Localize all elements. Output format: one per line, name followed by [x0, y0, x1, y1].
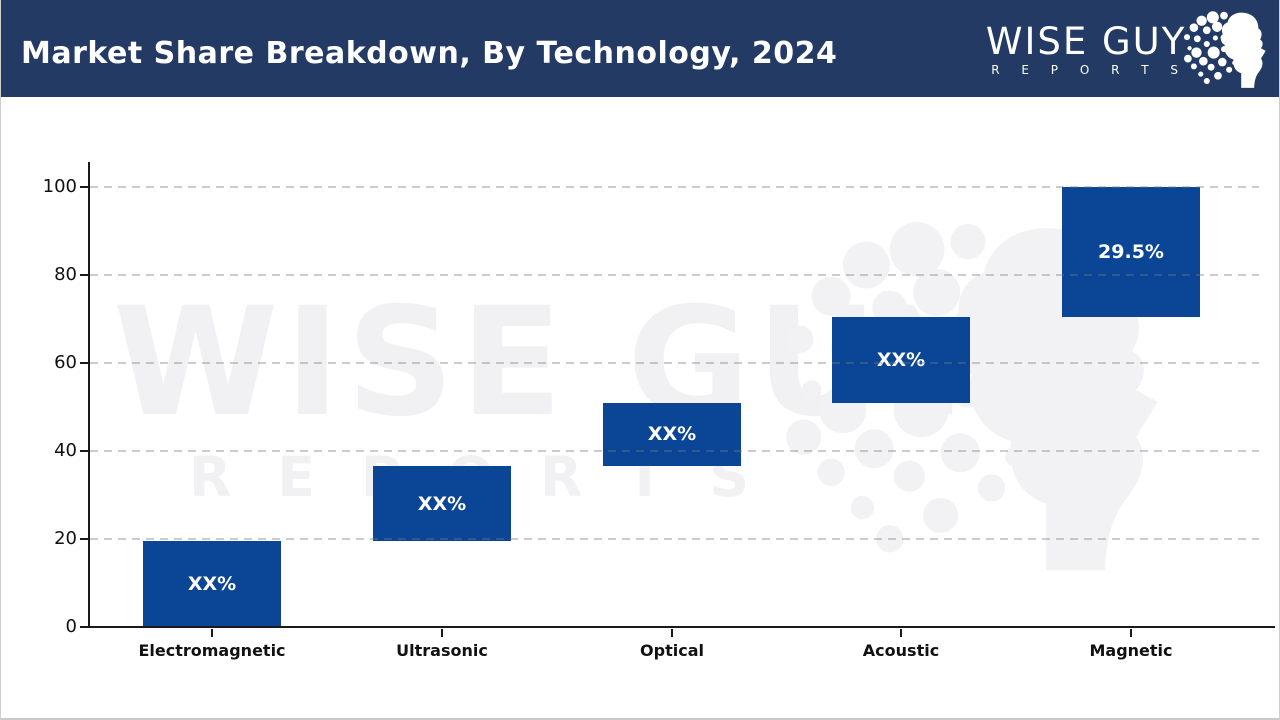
y-tick-20 — [80, 538, 88, 540]
x-tick-label-optical: Optical — [640, 641, 704, 660]
gridline-20 — [90, 538, 1259, 540]
x-tick-electromagnetic — [211, 629, 213, 637]
logo-text: WISE GUY R E P O R T S — [985, 19, 1187, 78]
x-tick-acoustic — [900, 629, 902, 637]
logo-subtitle: R E P O R T S — [991, 63, 1187, 78]
y-axis-spine — [88, 162, 90, 628]
y-tick-0 — [80, 626, 88, 628]
x-tick-magnetic — [1130, 629, 1132, 637]
bar-ultrasonic: XX% — [373, 466, 511, 542]
bar-value-label-electromagnetic: XX% — [187, 573, 237, 596]
y-tick-label-60: 60 — [54, 352, 77, 373]
bar-optical: XX% — [603, 402, 741, 467]
gridline-40 — [90, 450, 1259, 452]
gridline-80 — [90, 274, 1259, 276]
y-tick-label-100: 100 — [42, 176, 77, 197]
wise-guy-logo: WISE GUY R E P O R T S — [985, 8, 1267, 92]
x-tick-ultrasonic — [441, 629, 443, 637]
bar-acoustic: XX% — [832, 316, 970, 403]
bar-electromagnetic: XX% — [143, 541, 281, 627]
x-tick-label-ultrasonic: Ultrasonic — [396, 641, 488, 660]
y-tick-label-20: 20 — [54, 528, 77, 549]
header-bar: Market Share Breakdown, By Technology, 2… — [1, 0, 1279, 97]
bar-value-label-acoustic: XX% — [876, 348, 926, 371]
x-tick-label-electromagnetic: Electromagnetic — [138, 641, 286, 660]
logo-head-icon — [1184, 11, 1266, 88]
y-tick-label-80: 80 — [54, 264, 77, 285]
y-tick-100 — [80, 186, 88, 188]
bar-value-label-magnetic: 29.5% — [1098, 240, 1164, 263]
logo-wordmark: WISE GUY — [985, 19, 1187, 63]
waterfall-chart: 0 20 40 60 80 100 XX% Electromagnetic XX% Ultraso… — [1, 97, 1279, 718]
gridline-100 — [90, 186, 1259, 188]
bar-value-label-optical: XX% — [647, 423, 697, 446]
y-tick-40 — [80, 450, 88, 452]
y-tick-label-0: 0 — [65, 616, 77, 637]
gridline-60 — [90, 362, 1259, 364]
chart-title: Market Share Breakdown, By Technology, 2… — [21, 36, 838, 71]
x-tick-label-acoustic: Acoustic — [862, 641, 940, 660]
bar-value-label-ultrasonic: XX% — [417, 492, 467, 515]
x-axis-spine — [88, 626, 1275, 628]
bar-magnetic: 29.5% — [1062, 187, 1200, 317]
y-tick-label-40: 40 — [54, 440, 77, 461]
x-tick-label-magnetic: Magnetic — [1089, 641, 1173, 660]
y-tick-60 — [80, 362, 88, 364]
y-tick-80 — [80, 274, 88, 276]
x-tick-optical — [671, 629, 673, 637]
